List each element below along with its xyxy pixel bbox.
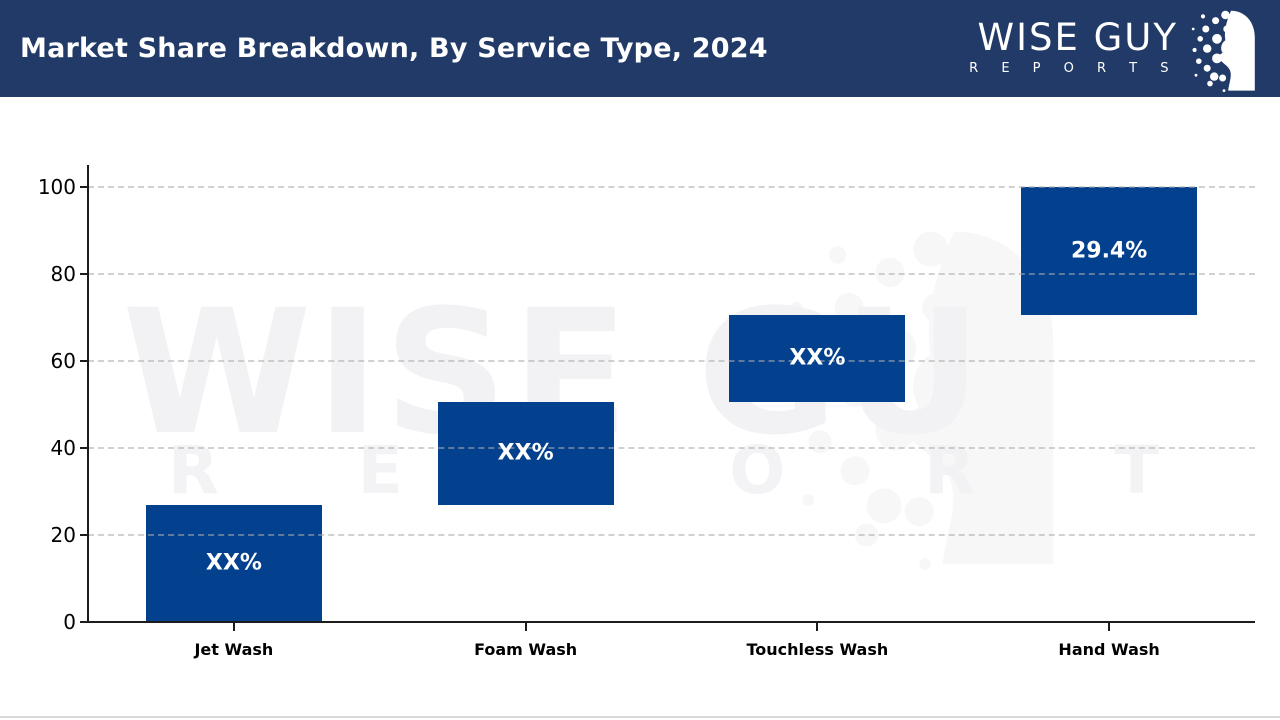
wise-guy-logo-face-icon bbox=[1191, 10, 1255, 92]
x-tick-label-jet-wash: Jet Wash bbox=[194, 640, 274, 659]
bar-value-label-touchless-wash: XX% bbox=[789, 345, 846, 371]
bar-value-label-jet-wash: XX% bbox=[205, 550, 262, 576]
x-tick-mark-touchless-wash bbox=[816, 623, 819, 631]
y-tick-label-80: 80 bbox=[50, 262, 76, 286]
y-tick-label-100: 100 bbox=[37, 175, 76, 199]
header-bar: Market Share Breakdown, By Service Type,… bbox=[0, 0, 1280, 97]
y-tick-mark-0 bbox=[80, 621, 88, 623]
y-tick-label-0: 0 bbox=[63, 610, 76, 634]
y-tick-mark-60 bbox=[80, 360, 88, 362]
x-tick-label-hand-wash: Hand Wash bbox=[1058, 640, 1160, 659]
x-tick-label-foam-wash: Foam Wash bbox=[474, 640, 578, 659]
wise-guy-logo-reports: R E P O R T S bbox=[969, 61, 1178, 76]
x-axis-spine bbox=[87, 621, 1255, 623]
y-tick-label-60: 60 bbox=[50, 349, 76, 373]
bar-value-label-foam-wash: XX% bbox=[497, 440, 554, 466]
y-tick-label-20: 20 bbox=[50, 523, 76, 547]
y-tick-mark-80 bbox=[80, 273, 88, 275]
gridline-40 bbox=[88, 447, 1255, 449]
wise-guy-logo: WISE GUY R E P O R T S bbox=[969, 4, 1266, 94]
bar-foam-wash bbox=[437, 401, 614, 505]
x-tick-mark-jet-wash bbox=[232, 623, 235, 631]
bar-value-label-hand-wash: 29.4% bbox=[1070, 238, 1148, 264]
bottom-divider-line bbox=[0, 716, 1280, 718]
y-axis-spine bbox=[87, 165, 89, 623]
wise-guy-logo-wordmark: WISE GUY bbox=[977, 16, 1178, 59]
y-tick-mark-20 bbox=[80, 534, 88, 536]
gridline-100 bbox=[88, 186, 1255, 188]
gridline-20 bbox=[88, 534, 1255, 536]
bar-jet-wash bbox=[145, 504, 322, 622]
x-tick-mark-foam-wash bbox=[524, 623, 527, 631]
chart-title: Market Share Breakdown, By Service Type,… bbox=[20, 33, 768, 64]
y-tick-mark-100 bbox=[80, 186, 88, 188]
x-tick-mark-hand-wash bbox=[1108, 623, 1111, 631]
wise-guy-logo-text: WISE GUY R E P O R T S bbox=[969, 18, 1178, 78]
x-tick-label-touchless-wash: Touchless Wash bbox=[746, 640, 889, 659]
y-tick-label-40: 40 bbox=[50, 436, 76, 460]
gridline-80 bbox=[88, 273, 1255, 275]
gridline-60 bbox=[88, 360, 1255, 362]
y-tick-mark-40 bbox=[80, 447, 88, 449]
